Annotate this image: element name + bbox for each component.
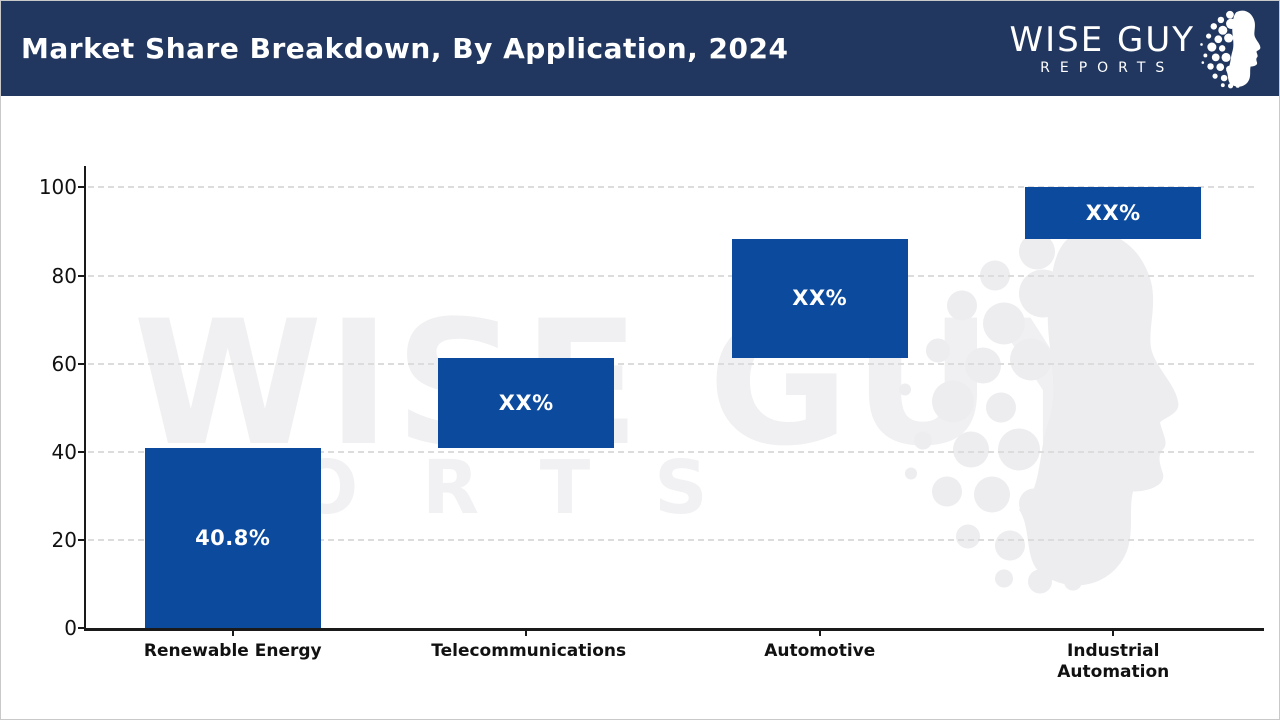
logo-wordmark: WISE GUY (1009, 19, 1195, 60)
y-tick-label: 100 (38, 175, 77, 200)
gridline-100 (88, 186, 1254, 189)
gridline-40 (88, 450, 1254, 453)
y-tick-mark (78, 186, 86, 189)
logo-subtitle: REPORTS (1040, 59, 1175, 76)
category-label: Telecommunications (431, 641, 627, 661)
bar-3: XX% (731, 238, 908, 358)
x-tick-mark (818, 629, 821, 636)
bar-value-label: XX% (792, 286, 848, 311)
bar-1: 40.8% (144, 448, 321, 628)
y-tick-mark (78, 627, 86, 629)
y-tick-label: 40 (51, 439, 77, 464)
category-label: Automotive (764, 641, 876, 661)
bar-value-label: XX% (498, 391, 554, 416)
x-tick-mark (1112, 629, 1115, 636)
bar-value-label: XX% (1085, 201, 1141, 226)
page-title: Market Share Breakdown, By Application, … (21, 32, 789, 65)
gridline-80 (88, 274, 1254, 277)
header-bar: Market Share Breakdown, By Application, … (1, 1, 1279, 96)
bar-2: XX% (438, 357, 615, 449)
bar-value-label: 40.8% (195, 526, 271, 551)
logo-face-icon (1200, 10, 1261, 88)
y-axis (84, 166, 86, 630)
y-tick-label: 60 (51, 351, 77, 376)
bar-4: XX% (1025, 187, 1202, 239)
y-tick-label: 20 (51, 527, 77, 552)
logo-text: WISE GUY REPORTS (1009, 23, 1195, 75)
category-label: Industrial Automation (1057, 641, 1170, 683)
category-label: Renewable Energy (143, 641, 322, 661)
y-tick-mark (78, 450, 86, 453)
y-tick-label: 80 (51, 263, 77, 288)
plot-area: 0 20 40 60 80 100 40.8% Renewable Energy XX% Tele… (1, 96, 1279, 719)
y-tick-mark (78, 538, 86, 541)
x-tick-mark (525, 629, 528, 636)
y-tick-mark (78, 274, 86, 277)
x-axis (84, 628, 1264, 631)
x-tick-mark (231, 629, 234, 636)
wise-guy-logo: WISE GUY REPORTS (1009, 7, 1279, 91)
gridline-20 (88, 538, 1254, 541)
y-tick-mark (78, 362, 86, 365)
y-tick-label: 0 (64, 616, 77, 640)
gridline-60 (88, 362, 1254, 365)
